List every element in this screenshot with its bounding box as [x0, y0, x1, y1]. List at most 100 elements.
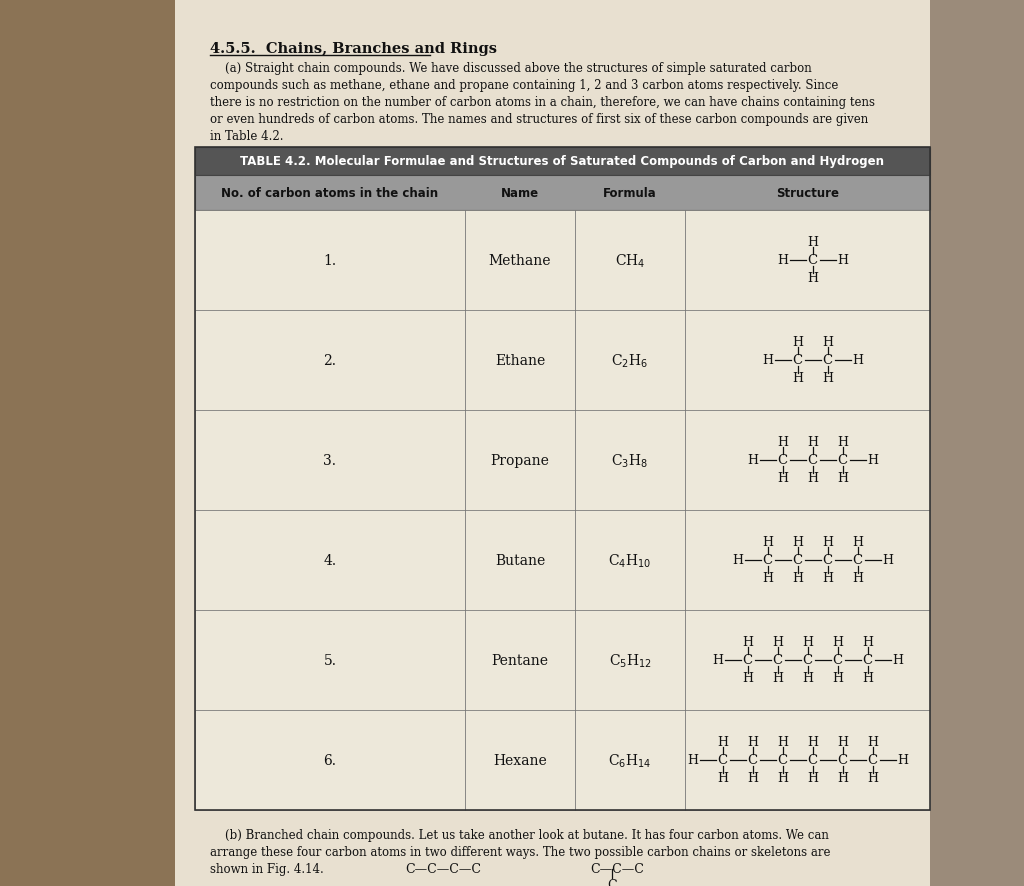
Text: C: C	[777, 754, 787, 766]
Text: H: H	[792, 372, 803, 385]
Text: H: H	[822, 372, 833, 385]
Text: C: C	[838, 754, 848, 766]
Text: H: H	[777, 436, 788, 449]
Text: Ethane: Ethane	[495, 354, 545, 368]
Text: Structure: Structure	[776, 187, 839, 199]
Text: C: C	[833, 654, 843, 667]
Text: H: H	[892, 654, 903, 667]
Text: C—C—C—C: C—C—C—C	[406, 862, 481, 875]
Text: H: H	[862, 636, 873, 649]
Text: H: H	[772, 672, 783, 685]
Text: H: H	[807, 436, 818, 449]
Text: H: H	[862, 672, 873, 685]
Text: H: H	[687, 754, 698, 766]
Text: Methane: Methane	[488, 253, 551, 268]
Text: in Table 4.2.: in Table 4.2.	[210, 130, 284, 143]
Text: C$_6$H$_{14}$: C$_6$H$_{14}$	[608, 751, 651, 769]
Text: 4.5.5.  Chains, Branches and Rings: 4.5.5. Chains, Branches and Rings	[210, 42, 497, 56]
Text: H: H	[867, 735, 878, 749]
Text: CH$_4$: CH$_4$	[614, 252, 645, 269]
Text: compounds such as methane, ethane and propane containing 1, 2 and 3 carbon atoms: compounds such as methane, ethane and pr…	[210, 79, 839, 92]
Text: C: C	[808, 754, 817, 766]
Text: C: C	[718, 754, 728, 766]
Text: H: H	[897, 754, 908, 766]
Bar	[195, 510, 930, 610]
Text: 6.: 6.	[324, 753, 337, 767]
Text: C$_3$H$_8$: C$_3$H$_8$	[611, 452, 648, 470]
Bar	[195, 211, 930, 311]
Text: H: H	[777, 772, 788, 785]
Text: Propane: Propane	[490, 454, 550, 468]
Bar	[175, 0, 930, 886]
Text: H: H	[712, 654, 723, 667]
Text: C: C	[803, 654, 813, 667]
Text: H: H	[822, 336, 833, 349]
Text: H: H	[867, 454, 878, 467]
Text: H: H	[837, 772, 848, 785]
Text: H: H	[792, 571, 803, 585]
Text: Name: Name	[501, 187, 539, 199]
Text: H: H	[777, 472, 788, 485]
Text: H: H	[772, 636, 783, 649]
Text: shown in Fig. 4.14.: shown in Fig. 4.14.	[210, 862, 324, 875]
Text: H: H	[777, 254, 788, 268]
Text: H: H	[746, 735, 758, 749]
Text: C: C	[822, 554, 833, 567]
Text: H: H	[802, 672, 813, 685]
Text: 5.: 5.	[324, 653, 337, 667]
Text: Formula: Formula	[603, 187, 656, 199]
Text: H: H	[742, 672, 753, 685]
Text: H: H	[807, 735, 818, 749]
Text: there is no restriction on the number of carbon atoms in a chain, therefore, we : there is no restriction on the number of…	[210, 96, 874, 109]
Text: H: H	[807, 472, 818, 485]
Text: H: H	[867, 772, 878, 785]
Text: C: C	[607, 878, 616, 886]
Text: H: H	[822, 571, 833, 585]
Text: H: H	[792, 336, 803, 349]
Text: H: H	[742, 636, 753, 649]
Bar	[195, 410, 930, 510]
Bar	[195, 311, 930, 410]
Text: (b) Branched chain compounds. Let us take another look at butane. It has four ca: (b) Branched chain compounds. Let us tak…	[210, 828, 828, 841]
Text: C: C	[852, 554, 862, 567]
Bar	[195, 175, 930, 211]
Text: H: H	[837, 436, 848, 449]
Text: H: H	[852, 571, 863, 585]
Text: 2.: 2.	[324, 354, 337, 368]
Text: C: C	[808, 454, 817, 467]
Text: H: H	[717, 772, 728, 785]
Text: C: C	[777, 454, 787, 467]
Bar	[930, 0, 1024, 886]
Text: arrange these four carbon atoms in two different ways. The two possible carbon c: arrange these four carbon atoms in two d…	[210, 845, 830, 858]
Text: H: H	[762, 571, 773, 585]
Text: H: H	[837, 472, 848, 485]
Text: H: H	[762, 354, 773, 367]
Bar	[195, 148, 930, 175]
Text: H: H	[762, 536, 773, 549]
Text: C$_2$H$_6$: C$_2$H$_6$	[611, 352, 648, 369]
Text: H: H	[831, 672, 843, 685]
Text: H: H	[746, 454, 758, 467]
Text: C$_4$H$_{10}$: C$_4$H$_{10}$	[608, 552, 651, 569]
Text: 4.: 4.	[324, 554, 337, 567]
Text: Hexane: Hexane	[494, 753, 547, 767]
Text: H: H	[807, 237, 818, 249]
Text: 3.: 3.	[324, 454, 337, 468]
Text: C: C	[867, 754, 878, 766]
Text: Pentane: Pentane	[492, 653, 549, 667]
Text: C: C	[822, 354, 833, 367]
Bar	[195, 148, 930, 810]
Text: H: H	[792, 536, 803, 549]
Text: H: H	[831, 636, 843, 649]
Text: H: H	[852, 536, 863, 549]
Text: C—C—C: C—C—C	[590, 862, 644, 875]
Text: C: C	[763, 554, 772, 567]
Text: H: H	[807, 272, 818, 285]
Bar	[0, 0, 175, 886]
Text: Butane: Butane	[495, 554, 545, 567]
Bar	[195, 711, 930, 810]
Text: H: H	[882, 554, 893, 567]
Text: No. of carbon atoms in the chain: No. of carbon atoms in the chain	[221, 187, 438, 199]
Text: C: C	[808, 254, 817, 268]
Text: H: H	[837, 254, 848, 268]
